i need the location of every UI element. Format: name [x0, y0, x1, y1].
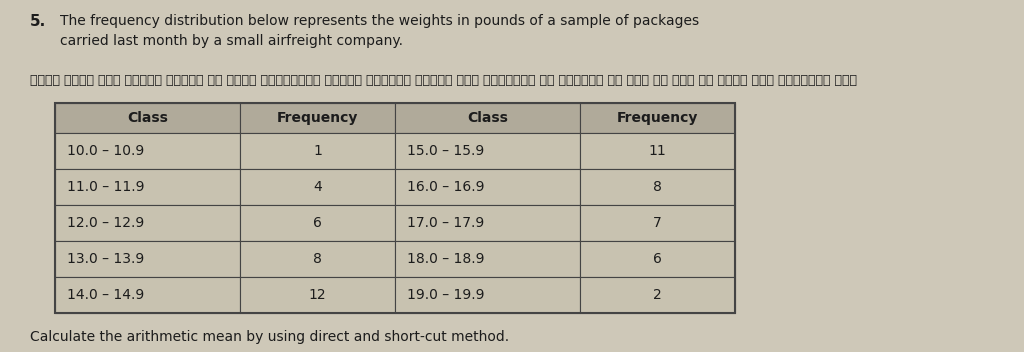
Text: 6: 6 [313, 216, 322, 230]
Bar [580, 205, 735, 241]
Bar [580, 133, 735, 169]
Bar [580, 277, 735, 313]
Text: 12.0 – 12.9: 12.0 – 12.9 [67, 216, 144, 230]
Bar [240, 277, 395, 313]
Bar [395, 103, 580, 133]
Text: 15.0 – 15.9: 15.0 – 15.9 [407, 144, 484, 158]
Text: 1: 1 [313, 144, 322, 158]
Text: 10.0 – 10.9: 10.0 – 10.9 [67, 144, 144, 158]
Text: 5.: 5. [30, 14, 46, 29]
Text: 6: 6 [653, 252, 662, 266]
Text: 18.0 – 18.9: 18.0 – 18.9 [407, 252, 484, 266]
Text: 14.0 – 14.9: 14.0 – 14.9 [67, 288, 144, 302]
Text: 8: 8 [653, 180, 662, 194]
Bar [395, 169, 580, 205]
Bar [580, 169, 735, 205]
Text: 8: 8 [313, 252, 322, 266]
Bar [395, 277, 580, 313]
Bar [240, 103, 395, 133]
Text: Frequency: Frequency [276, 111, 358, 125]
Bar [55, 103, 240, 133]
Text: 2: 2 [653, 288, 662, 302]
Text: 12: 12 [308, 288, 327, 302]
Text: Frequency: Frequency [616, 111, 698, 125]
Bar [55, 205, 240, 241]
Bar [240, 205, 395, 241]
Text: 4: 4 [313, 180, 322, 194]
Text: Class: Class [127, 111, 168, 125]
Bar [395, 133, 580, 169]
Text: 16.0 – 16.9: 16.0 – 16.9 [407, 180, 484, 194]
Text: नीचे दिया गया आवृति वितरण एक छोटी एयरफ्रेट कंपनी द्वारा पिछले माह पैकेजोस के सेम: नीचे दिया गया आवृति वितरण एक छोटी एयरफ्र… [30, 74, 857, 87]
Bar [55, 103, 735, 313]
Bar [240, 133, 395, 169]
Text: 19.0 – 19.9: 19.0 – 19.9 [407, 288, 484, 302]
Text: Calculate the arithmetic mean by using direct and short-cut method.: Calculate the arithmetic mean by using d… [30, 330, 509, 344]
Text: 11: 11 [648, 144, 667, 158]
Bar [55, 241, 240, 277]
Text: 17.0 – 17.9: 17.0 – 17.9 [407, 216, 484, 230]
Bar [395, 205, 580, 241]
Bar [240, 241, 395, 277]
Text: Class: Class [467, 111, 508, 125]
Bar [240, 169, 395, 205]
Text: 13.0 – 13.9: 13.0 – 13.9 [67, 252, 144, 266]
Text: The frequency distribution below represents the weights in pounds of a sample of: The frequency distribution below represe… [60, 14, 699, 48]
Bar [580, 241, 735, 277]
Bar [55, 277, 240, 313]
Bar [55, 169, 240, 205]
Text: 11.0 – 11.9: 11.0 – 11.9 [67, 180, 144, 194]
Bar [395, 241, 580, 277]
Bar [55, 133, 240, 169]
Text: 7: 7 [653, 216, 662, 230]
Bar [580, 103, 735, 133]
